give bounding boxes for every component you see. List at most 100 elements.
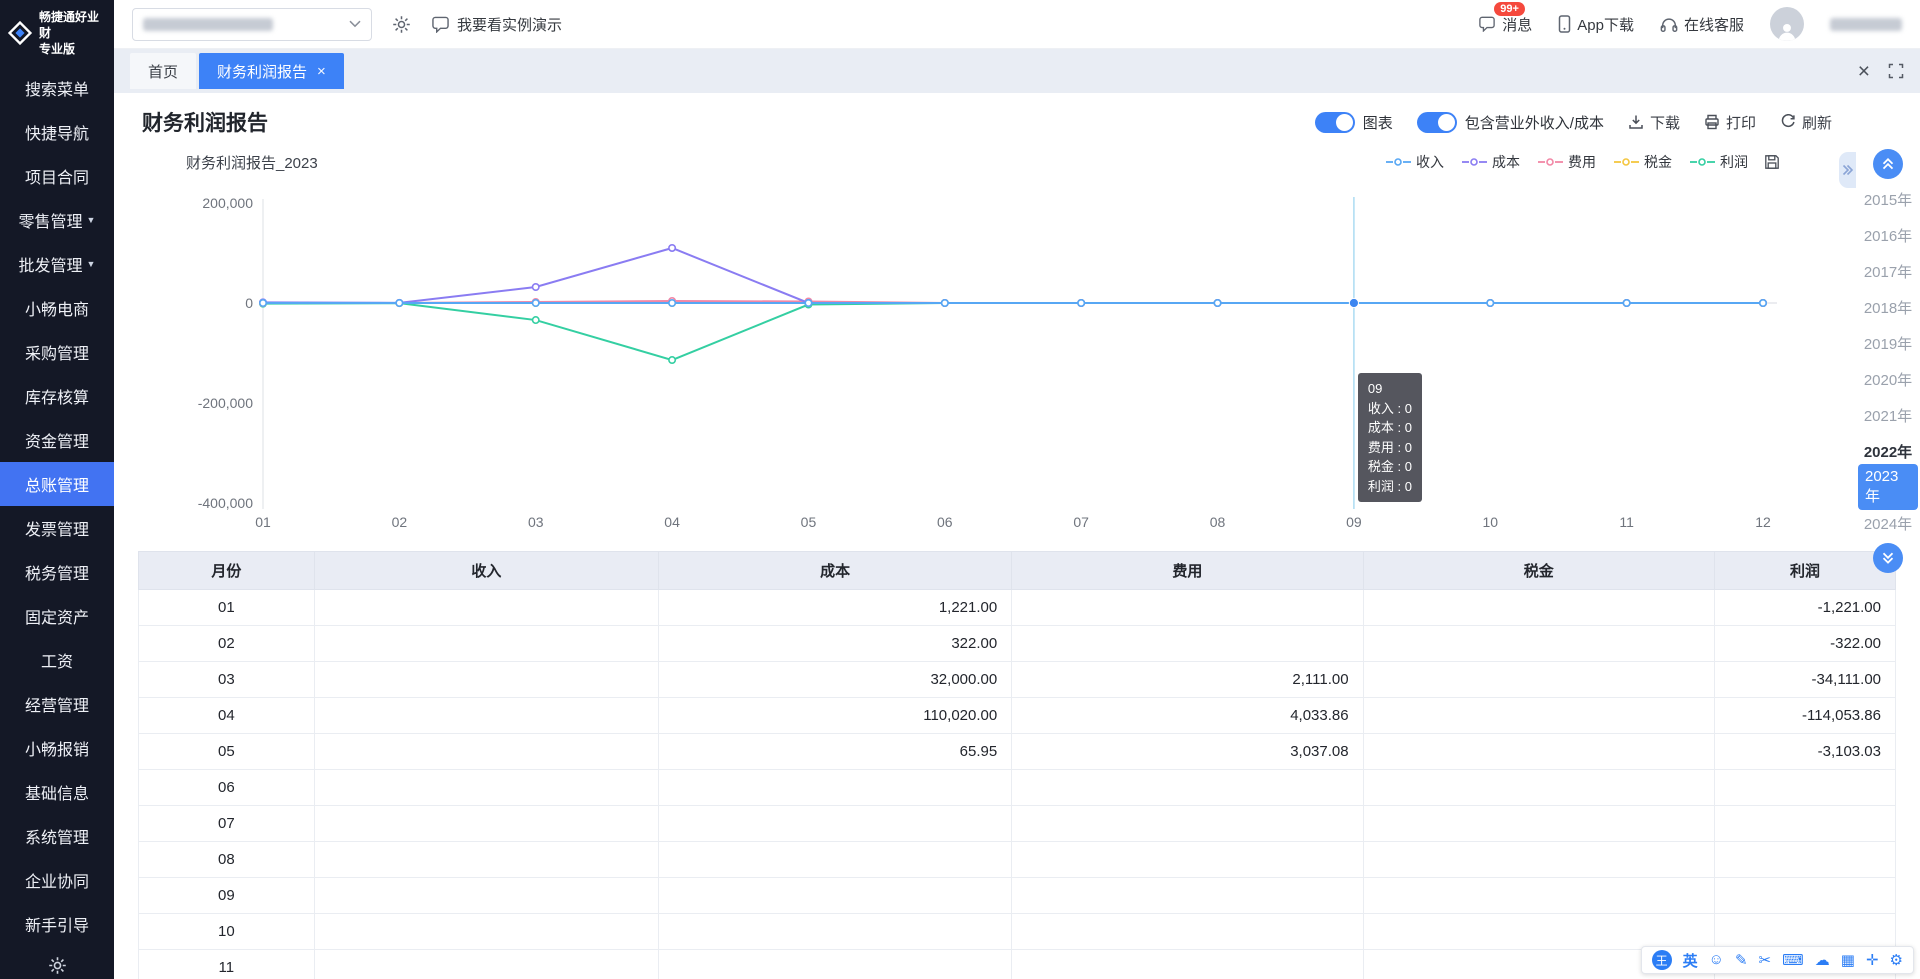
save-image-icon[interactable] <box>1764 154 1780 170</box>
legend-item-利润[interactable]: 利润 <box>1690 152 1748 172</box>
print-button[interactable]: 打印 <box>1704 112 1756 133</box>
tab-home[interactable]: 首页 <box>130 53 197 89</box>
sidebar-item-general-ledger[interactable]: 总账管理 <box>0 461 114 506</box>
sidebar-item-ecommerce[interactable]: 小畅电商 <box>0 286 114 330</box>
download-button[interactable]: 下载 <box>1628 112 1680 133</box>
plus-icon[interactable]: ✛ <box>1865 952 1879 969</box>
close-all-icon[interactable]: × <box>1857 59 1870 83</box>
table-row[interactable]: 06 <box>138 769 1897 806</box>
sidebar-item-invoice[interactable]: 发票管理 <box>0 506 114 550</box>
year-item-2016年[interactable]: 2016年 <box>1858 217 1918 253</box>
table-row[interactable]: 11 <box>138 949 1897 979</box>
settings-gear-icon[interactable] <box>392 15 411 34</box>
table-row[interactable]: 09 <box>138 877 1897 914</box>
sidebar-item-system[interactable]: 系统管理 <box>0 814 114 858</box>
svg-text:-400,000: -400,000 <box>198 495 253 511</box>
svg-text:03: 03 <box>528 514 544 530</box>
sidebar-item-salary[interactable]: 工资 <box>0 638 114 682</box>
table-row[interactable]: 02 322.00 -322.00 <box>138 625 1897 662</box>
tab-profit-report[interactable]: 财务利润报告 × <box>199 53 344 89</box>
value-cell: 3,037.08 <box>1011 733 1364 770</box>
legend-label: 收入 <box>1416 154 1444 170</box>
sidebar-item-quick-nav[interactable]: 快捷导航 <box>0 110 114 154</box>
chart-toggle[interactable]: 图表 <box>1314 111 1393 133</box>
table-row[interactable]: 10 <box>138 913 1897 950</box>
table-row[interactable]: 04 110,020.00 4,033.86 -114,053.86 <box>138 697 1897 734</box>
year-panel: 2015年 2016年 2017年 2018年 2019年 2020年 2021年 2022年… <box>1858 147 1918 575</box>
sidebar-item-project-contract[interactable]: 项目合同 <box>0 154 114 198</box>
year-item-2015年[interactable]: 2015年 <box>1858 181 1918 217</box>
year-item-2020年[interactable]: 2020年 <box>1858 361 1918 397</box>
sidebar-item-funds[interactable]: 资金管理 <box>0 418 114 462</box>
table-row[interactable]: 08 <box>138 841 1897 878</box>
sidebar-menu: 搜索菜单 快捷导航 项目合同 零售管理 ▼ 批发管理 ▼ 小畅电商 采购管理 库存核算 资金管理 总账… <box>0 66 114 946</box>
legend-item-成本[interactable]: 成本 <box>1462 152 1520 172</box>
year-item-2023年[interactable]: 2023年 <box>1858 464 1918 510</box>
year-item-2024年[interactable]: 2024年 <box>1858 505 1918 541</box>
keyboard-icon[interactable]: ⌨ <box>1782 952 1804 969</box>
sidebar-item-base-info[interactable]: 基础信息 <box>0 770 114 814</box>
ime-language-toggle[interactable]: 英 <box>1682 952 1698 970</box>
cloud-icon[interactable]: ☁ <box>1814 952 1830 969</box>
chart-area[interactable]: 200,000 0 -200,000 -400,000 01 02 03 04 05 06 07 08… <box>138 177 1896 543</box>
month-cell: 02 <box>138 625 315 662</box>
table-row[interactable]: 03 32,000.00 2,111.00 -34,111.00 <box>138 661 1897 698</box>
column-header: 收入 <box>313 551 660 590</box>
report-content: 财务利润报告 图表 包含营业外收入/成本 <box>114 93 1920 979</box>
table-row[interactable]: 07 <box>138 805 1897 842</box>
sidebar-item-wholesale[interactable]: 批发管理 ▼ <box>0 242 114 286</box>
scissors-icon[interactable]: ✂ <box>1758 952 1772 969</box>
legend-item-费用[interactable]: 费用 <box>1538 152 1596 172</box>
include-nonoperating-toggle[interactable]: 包含营业外收入/成本 <box>1416 111 1604 133</box>
sidebar-item-collaboration[interactable]: 企业协同 <box>0 858 114 902</box>
year-item-2017年[interactable]: 2017年 <box>1858 253 1918 289</box>
ime-logo[interactable]: 王 <box>1651 950 1672 970</box>
fullscreen-icon[interactable] <box>1888 63 1904 79</box>
messages-button[interactable]: 99+ 消息 <box>1478 1 1532 35</box>
demo-link[interactable]: 我要看实例演示 <box>431 14 562 35</box>
close-icon[interactable]: × <box>317 62 326 80</box>
table-row[interactable]: 01 1,221.00 -1,221.00 <box>138 589 1897 626</box>
year-label: 2015年 <box>1863 191 1913 209</box>
sidebar-item-operation[interactable]: 经营管理 <box>0 682 114 726</box>
year-item-2019年[interactable]: 2019年 <box>1858 325 1918 361</box>
sidebar-item-retail[interactable]: 零售管理 ▼ <box>0 198 114 242</box>
refresh-button[interactable]: 刷新 <box>1780 112 1832 133</box>
legend-item-税金[interactable]: 税金 <box>1614 152 1672 172</box>
sidebar-item-tax[interactable]: 税务管理 <box>0 550 114 594</box>
org-select[interactable] <box>132 7 372 41</box>
sidebar-item-fixed-assets[interactable]: 固定资产 <box>0 594 114 638</box>
grid-icon[interactable]: ▦ <box>1840 952 1855 969</box>
year-item-2022年[interactable]: 2022年 <box>1858 433 1918 469</box>
sidebar-item-guide[interactable]: 新手引导 <box>0 902 114 946</box>
value-cell: -114,053.86 <box>1713 697 1897 734</box>
sidebar-item-reimburse[interactable]: 小畅报销 <box>0 726 114 770</box>
chart-toggle-switch[interactable] <box>1314 111 1355 133</box>
value-cell <box>1713 769 1897 806</box>
year-scroll-up-button[interactable] <box>1873 149 1903 179</box>
support-button[interactable]: 在线客服 <box>1660 14 1744 35</box>
year-item-2018年[interactable]: 2018年 <box>1858 289 1918 325</box>
year-item-2021年[interactable]: 2021年 <box>1858 397 1918 433</box>
ime-icons: ☺ ✎ ✂ ⌨ ☁ ▦ ✛ ⚙ <box>1709 951 1903 969</box>
sidebar-item-search-menu[interactable]: 搜索菜单 <box>0 66 114 110</box>
value-cell <box>1713 841 1897 878</box>
redacted-username <box>1830 17 1902 31</box>
gear-icon[interactable]: ⚙ <box>1889 952 1903 969</box>
sidebar-item-purchase[interactable]: 采购管理 <box>0 330 114 374</box>
year-scroll-down-button[interactable] <box>1873 543 1903 573</box>
legend-item-收入[interactable]: 收入 <box>1386 152 1444 172</box>
pen-icon[interactable]: ✎ <box>1734 952 1748 969</box>
sidebar-settings-button[interactable] <box>0 946 114 979</box>
include-toggle-switch[interactable] <box>1416 111 1457 133</box>
year-panel-collapse-handle[interactable] <box>1839 152 1856 188</box>
month-cell: 03 <box>138 661 315 698</box>
app-download-button[interactable]: App下载 <box>1558 14 1634 35</box>
smiley-icon[interactable]: ☺ <box>1708 951 1724 968</box>
value-cell <box>658 913 1013 950</box>
avatar[interactable] <box>1770 7 1804 41</box>
table-row[interactable]: 05 65.95 3,037.08 -3,103.03 <box>138 733 1897 770</box>
sidebar-item-inventory[interactable]: 库存核算 <box>0 374 114 418</box>
svg-text:200,000: 200,000 <box>202 195 253 211</box>
